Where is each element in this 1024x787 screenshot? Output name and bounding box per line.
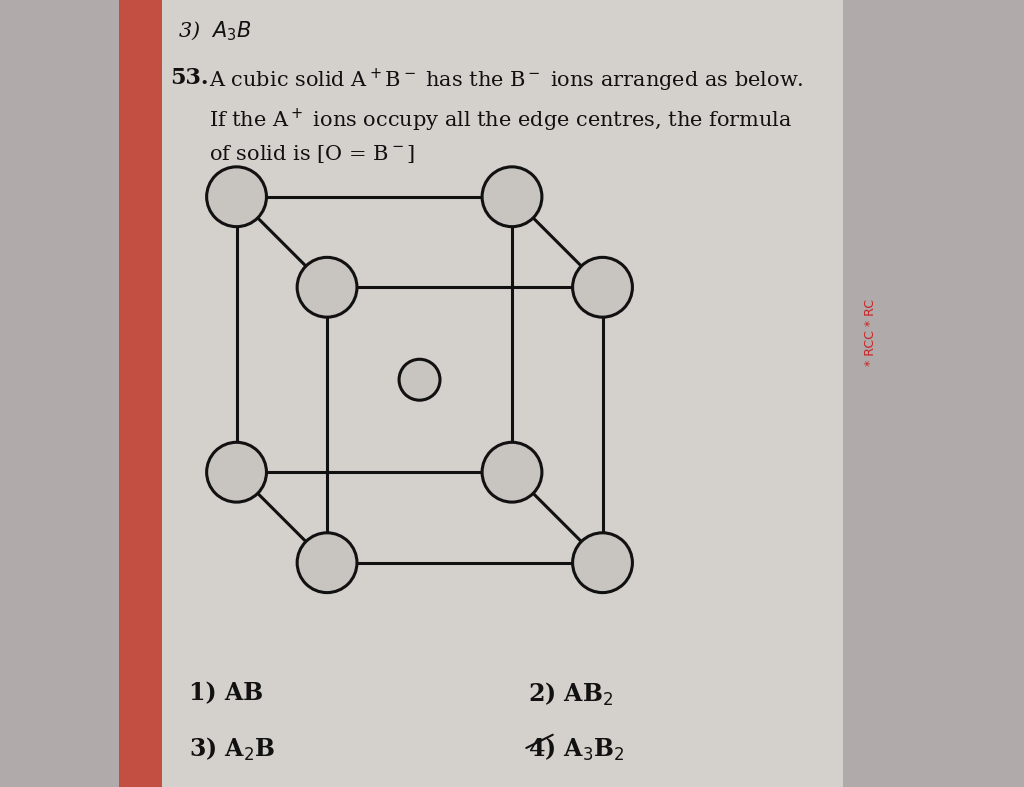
Text: If the A$^+$ ions occupy all the edge centres, the formula: If the A$^+$ ions occupy all the edge ce… xyxy=(209,106,793,134)
Text: 2) AB$_2$: 2) AB$_2$ xyxy=(527,681,613,708)
Text: A cubic solid A$^+$B$^-$ has the B$^-$ ions arranged as below.: A cubic solid A$^+$B$^-$ has the B$^-$ i… xyxy=(209,67,804,94)
Circle shape xyxy=(207,167,266,227)
Text: of solid is [O = B$^-$]: of solid is [O = B$^-$] xyxy=(209,143,415,165)
FancyBboxPatch shape xyxy=(119,0,843,787)
Text: 53.: 53. xyxy=(170,67,208,89)
Text: 3)  $A_3B$: 3) $A_3B$ xyxy=(177,20,252,42)
Circle shape xyxy=(399,359,440,400)
Text: 1) AB: 1) AB xyxy=(189,681,263,704)
Text: 3) A$_2$B: 3) A$_2$B xyxy=(189,736,275,763)
Circle shape xyxy=(482,442,542,502)
Circle shape xyxy=(572,257,633,317)
Circle shape xyxy=(297,533,357,593)
Circle shape xyxy=(572,533,633,593)
Text: * RCC * RC: * RCC * RC xyxy=(863,299,877,366)
FancyBboxPatch shape xyxy=(119,0,162,787)
Circle shape xyxy=(297,257,357,317)
Circle shape xyxy=(482,167,542,227)
Text: 4) A$_3$B$_2$: 4) A$_3$B$_2$ xyxy=(527,736,625,763)
Circle shape xyxy=(207,442,266,502)
